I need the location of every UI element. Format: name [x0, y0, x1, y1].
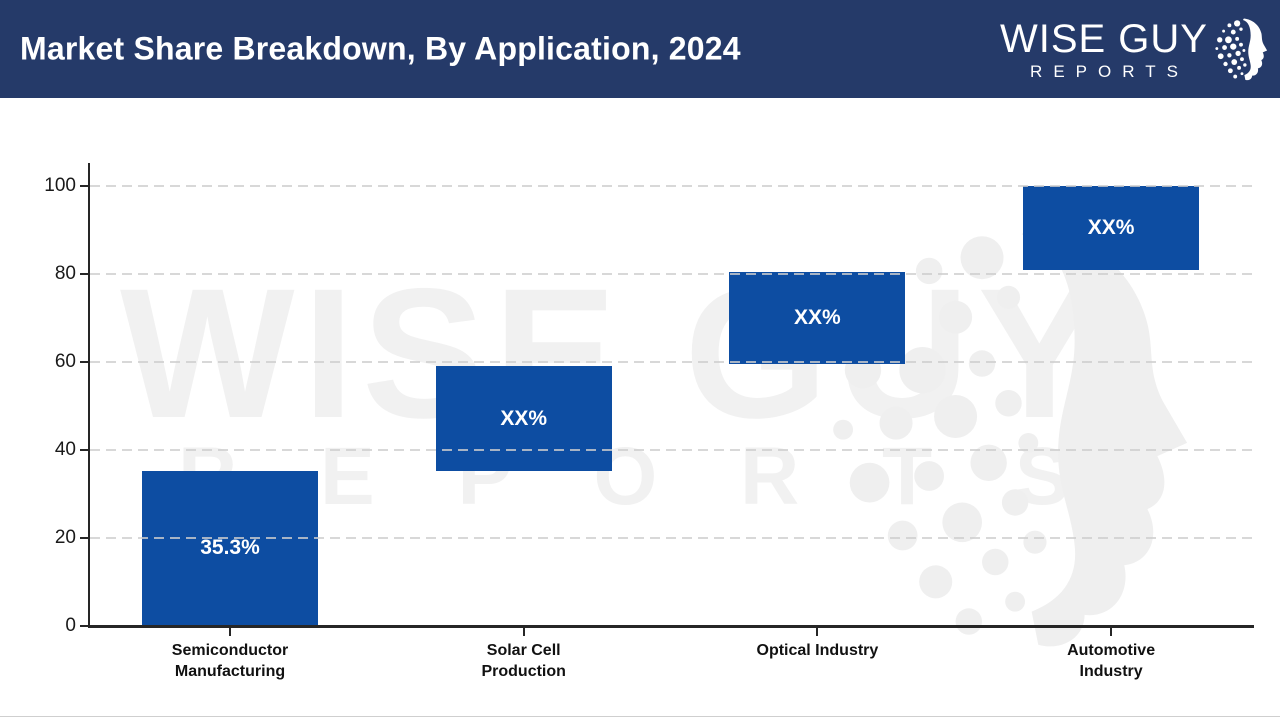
wise-guy-logo: WISE GUY REPORTS	[1000, 4, 1270, 94]
y-axis-tick-label: 0	[65, 615, 76, 636]
y-axis-tick-label: 100	[44, 175, 76, 196]
y-axis-line	[88, 163, 90, 627]
gridline	[90, 273, 1254, 275]
page-border-line	[0, 716, 1280, 717]
x-axis-category-label-semiconductor-manufacturing: Semiconductor Manufacturing	[171, 642, 289, 680]
y-axis-tick-label: 40	[54, 439, 76, 460]
bar-automotive-industry	[1023, 186, 1200, 270]
logo-wordmark: WISE GUY	[999, 16, 1208, 61]
bar-value-label-optical-industry: XX%	[794, 306, 841, 329]
y-axis-tick	[80, 273, 88, 275]
x-axis-tick	[229, 628, 231, 636]
logo-subtitle: REPORTS	[1030, 61, 1189, 81]
page-title: Market Share Breakdown, By Application, …	[20, 30, 741, 67]
y-axis-tick	[80, 625, 88, 627]
gridline	[90, 449, 1254, 451]
gridline	[90, 361, 1254, 363]
y-axis-tick	[80, 449, 88, 451]
bar-value-label-semiconductor-manufacturing: 35.3%	[200, 536, 260, 560]
bar-semiconductor-manufacturing	[142, 470, 318, 626]
gridline	[90, 185, 1254, 187]
x-axis-tick	[816, 628, 819, 636]
bar-optical-industry	[729, 271, 906, 365]
bar-value-label-automotive-industry: XX%	[1087, 215, 1135, 239]
gridline	[90, 537, 1254, 539]
y-axis-tick-label: 20	[54, 527, 76, 548]
logo-face-icon	[1215, 18, 1268, 81]
y-axis-tick	[80, 537, 88, 539]
y-axis-tick-label: 80	[54, 263, 76, 284]
x-axis-category-label-optical-industry: Optical Industry	[756, 642, 879, 659]
x-axis-category-label-automotive-industry: Automotive Industry	[1067, 642, 1156, 680]
x-axis-tick	[522, 628, 525, 636]
logo-text: WISE GUY REPORTS	[1000, 17, 1208, 82]
x-axis-tick	[1110, 628, 1113, 636]
x-axis-category-label-solar-cell-production: Solar Cell Production	[481, 642, 566, 680]
x-axis-line	[88, 625, 1254, 628]
y-axis-tick-label: 60	[54, 351, 76, 372]
header-bar: Market Share Breakdown, By Application, …	[0, 0, 1280, 98]
y-axis-tick	[80, 185, 88, 187]
bar-solar-cell-production	[435, 366, 612, 471]
bar-value-label-solar-cell-production: XX%	[500, 406, 548, 430]
y-axis-tick	[80, 361, 88, 363]
